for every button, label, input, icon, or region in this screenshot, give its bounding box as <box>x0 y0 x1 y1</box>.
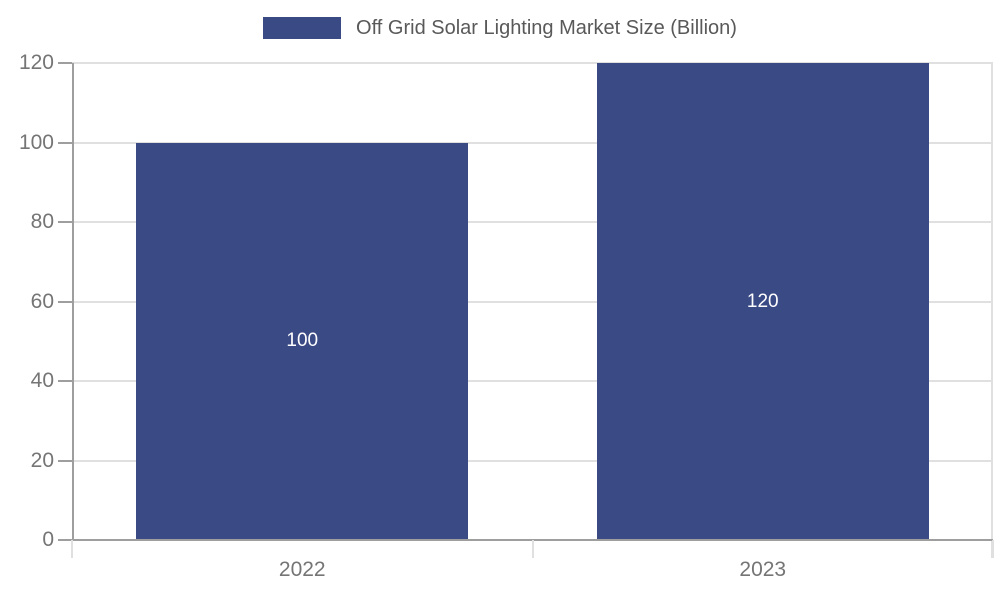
y-tick-20 <box>58 459 72 462</box>
gridline-100 <box>72 141 993 144</box>
y-tick-label-120: 120 <box>18 51 54 74</box>
gridline-80 <box>72 221 993 223</box>
bar-value-label-2023: 120 <box>746 290 779 312</box>
bar-2022[interactable] <box>136 142 469 540</box>
y-tick-0 <box>58 539 72 541</box>
y-tick-80 <box>58 221 72 223</box>
y-tick-label-100: 100 <box>18 130 54 154</box>
x-boundary-tick-0 <box>71 540 73 558</box>
y-tick-40 <box>58 380 72 382</box>
x-tick-label-2023: 2023 <box>739 558 787 581</box>
y-tick-60 <box>58 300 72 303</box>
plot-right-border <box>991 63 993 558</box>
gridline-40 <box>72 380 993 382</box>
gridline-60 <box>72 300 993 303</box>
y-tick-label-0: 0 <box>42 528 54 551</box>
gridline-120 <box>72 62 993 64</box>
y-tick-100 <box>58 141 72 144</box>
x-boundary-tick-1 <box>531 540 534 558</box>
y-tick-label-40: 40 <box>30 369 54 392</box>
legend-swatch-icon <box>263 17 342 39</box>
legend[interactable]: Off Grid Solar Lighting Market Size (Bil… <box>0 17 1000 39</box>
y-tick-label-20: 20 <box>30 448 54 472</box>
y-tick-label-60: 60 <box>30 289 54 313</box>
gridline-20 <box>72 459 993 462</box>
legend-label: Off Grid Solar Lighting Market Size (Bil… <box>356 17 737 39</box>
bar-2023[interactable] <box>596 63 929 540</box>
x-boundary-tick-2 <box>992 540 994 558</box>
x-tick-label-2022: 2022 <box>278 558 326 581</box>
bar-value-label-2022: 100 <box>286 330 319 352</box>
y-tick-label-80: 80 <box>30 210 54 233</box>
y-axis-line <box>72 63 74 540</box>
y-tick-120 <box>58 62 72 64</box>
